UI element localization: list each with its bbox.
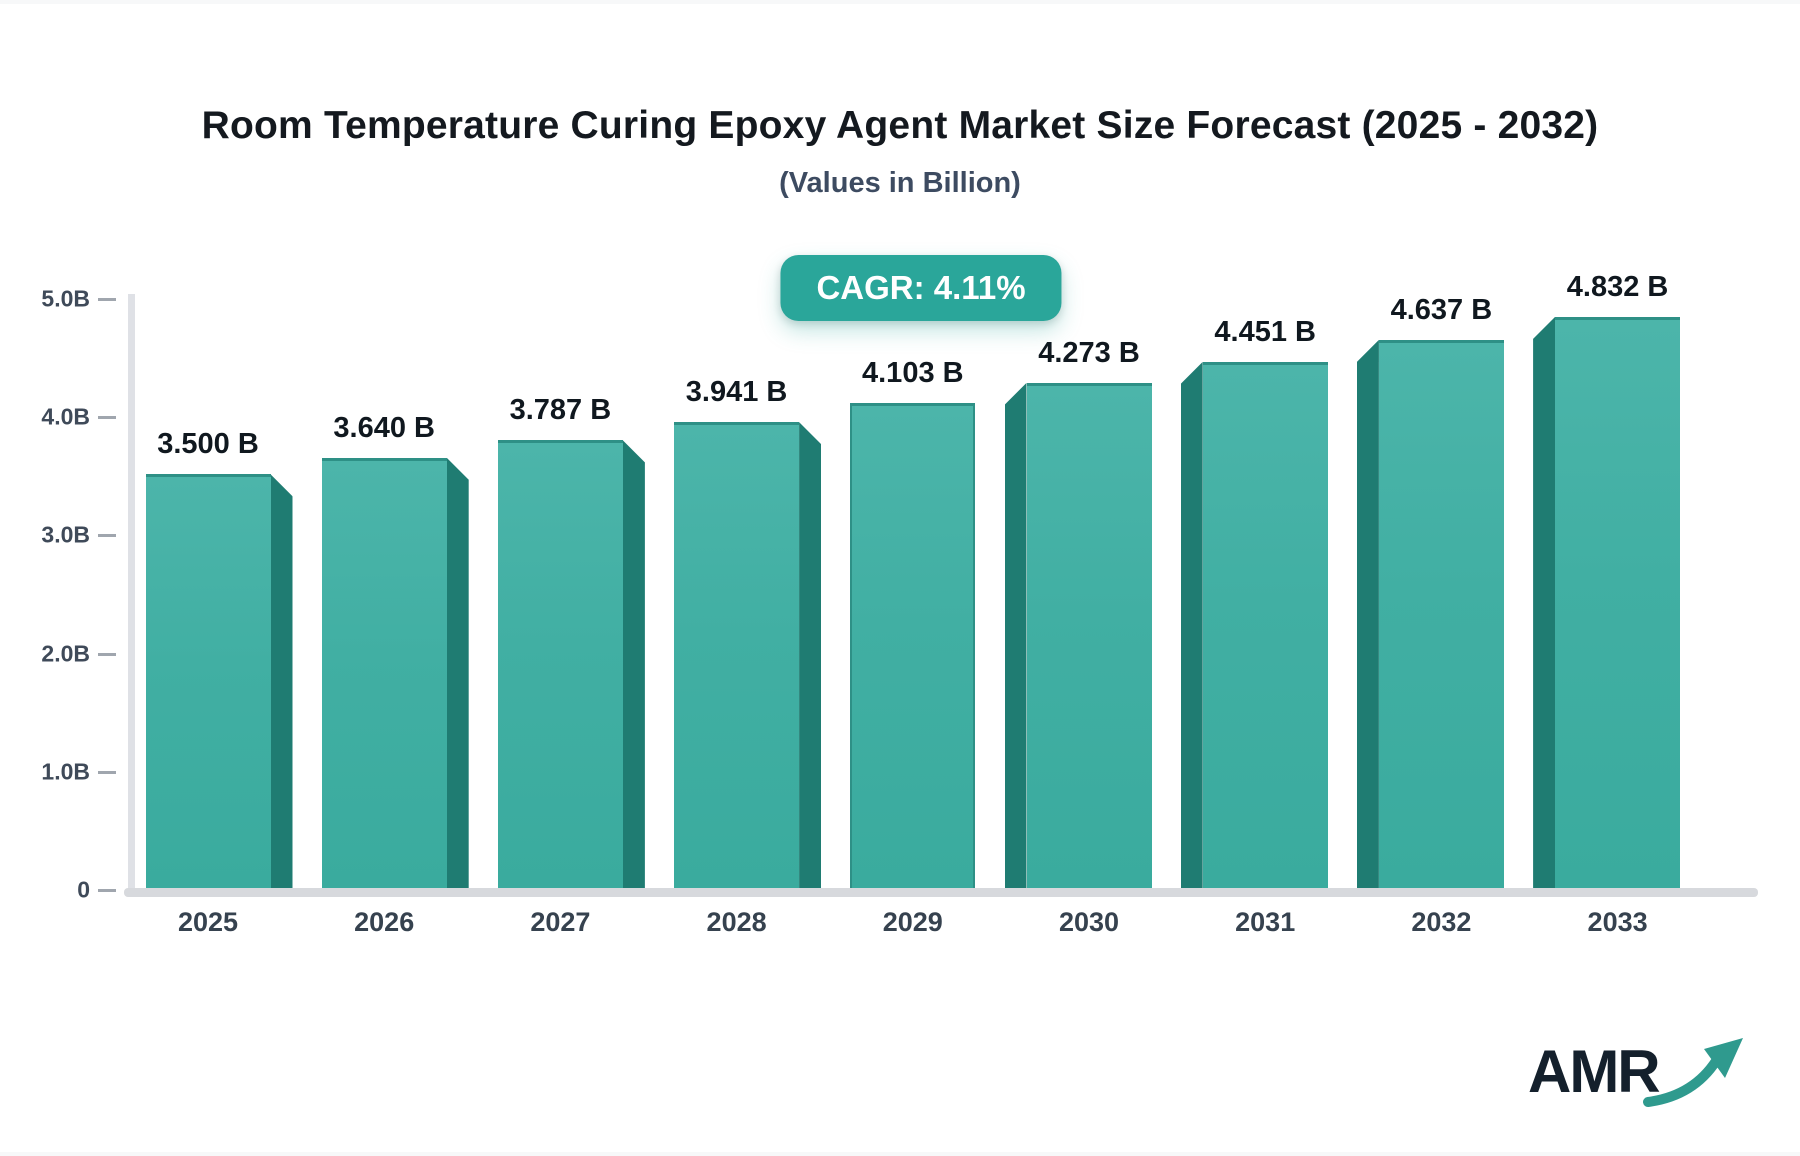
- y-axis-tick: [98, 770, 116, 774]
- bar-2032: [1356, 339, 1504, 888]
- x-axis-label: 2028: [706, 907, 767, 937]
- y-axis-label: 2.0B: [41, 640, 90, 667]
- bar-2028: [674, 422, 822, 888]
- cagr-badge: CAGR: 4.11%: [780, 255, 1062, 321]
- bar-face: [1202, 361, 1328, 888]
- bar-face: [1378, 339, 1504, 888]
- bar-value-label: 3.640 B: [333, 411, 435, 444]
- x-axis-line: [124, 888, 1758, 897]
- bar-face: [1026, 382, 1152, 888]
- x-axis-label: 2025: [177, 907, 239, 937]
- bar-side-bevel: [1533, 316, 1556, 888]
- bar-2025: [145, 474, 293, 888]
- x-axis-label: 2031: [1235, 907, 1296, 937]
- bar-face: [674, 422, 800, 888]
- cagr-badge-label: CAGR: 4.11%: [816, 269, 1026, 306]
- bar-2027: [497, 440, 645, 888]
- x-axis-label: 2027: [530, 907, 591, 937]
- y-axis-line: [128, 294, 135, 894]
- y-axis-tick: [98, 652, 116, 656]
- bar-side-bevel: [1180, 361, 1203, 888]
- y-axis-label: 3.0B: [41, 521, 90, 548]
- y-axis-tick: [98, 298, 116, 301]
- bar-side-bevel: [1004, 382, 1027, 888]
- chart-subtitle: (Values in Billion): [779, 167, 1021, 199]
- bar-chart-plot-area: 0 1.0B 2.0B 3.0B 4.0B 5.0B 3.500 B 2025 3.640 B 2…: [0, 4, 1800, 1152]
- x-axis-label: 2026: [354, 907, 415, 937]
- x-axis-label: 2032: [1411, 907, 1472, 937]
- page-title: Room Temperature Curing Epoxy Agent Mark…: [201, 104, 1599, 147]
- bar-value-label: 3.500 B: [157, 428, 259, 461]
- y-axis-label: 1.0B: [41, 758, 90, 785]
- y-axis-tick: [98, 416, 116, 420]
- bar-value-label: 3.787 B: [509, 394, 612, 427]
- bar-2030: [1004, 382, 1152, 888]
- y-axis-label: 5.0B: [41, 285, 90, 312]
- bar-2026: [321, 457, 469, 888]
- bar-value-label: 3.941 B: [685, 376, 788, 409]
- bar-face: [321, 457, 447, 888]
- y-axis-label: 0: [77, 876, 90, 903]
- bar-value-label: 4.103 B: [862, 357, 964, 390]
- bar-2029: [850, 403, 976, 888]
- bar-face: [145, 474, 271, 888]
- y-axis-tick: [98, 534, 116, 538]
- amr-logo: AMR: [1528, 1034, 1747, 1112]
- bar-side-bevel: [799, 422, 822, 888]
- y-axis-tick: [98, 889, 116, 892]
- bar-face: [497, 440, 623, 888]
- x-axis-label: 2030: [1058, 907, 1120, 937]
- bar-side-bevel: [1356, 339, 1379, 888]
- bar-2033: [1533, 316, 1681, 888]
- bar-2031: [1180, 361, 1328, 888]
- bar-value-label: 4.832 B: [1566, 270, 1669, 303]
- growth-arrow-icon: [1642, 1038, 1743, 1107]
- bar-side-bevel: [622, 440, 645, 888]
- bar-value-label: 4.637 B: [1390, 293, 1493, 326]
- bar-value-label: 4.273 B: [1038, 336, 1140, 369]
- bar-value-label: 4.451 B: [1214, 315, 1316, 348]
- x-axis-label: 2033: [1587, 907, 1648, 937]
- amr-logo-text: AMR: [1528, 1038, 1661, 1105]
- bar-face: [1555, 316, 1681, 888]
- bar-side-bevel: [446, 457, 469, 888]
- bar-face: [850, 403, 976, 888]
- bar-side-bevel: [270, 474, 293, 888]
- y-axis-label: 4.0B: [41, 403, 90, 430]
- x-axis-label: 2029: [882, 907, 943, 937]
